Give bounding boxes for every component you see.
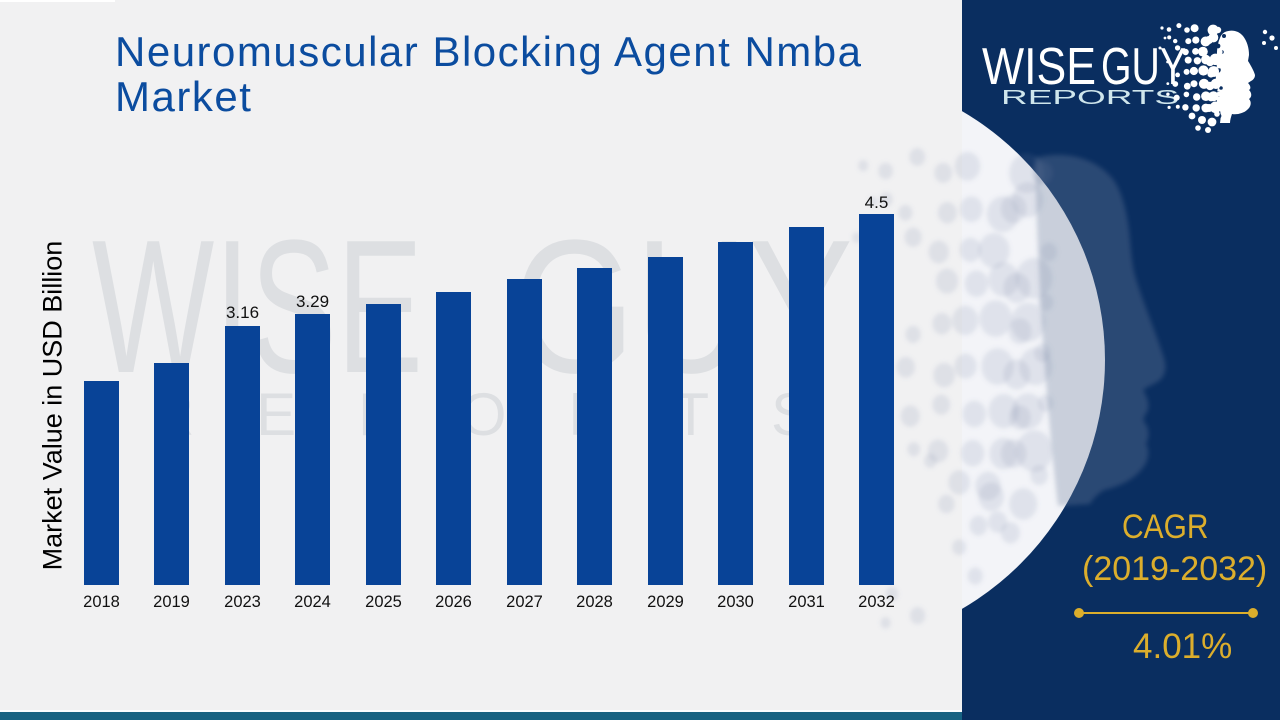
svg-text:REPORTS: REPORTS <box>1001 87 1179 109</box>
svg-text:GUY: GUY <box>1101 38 1186 96</box>
svg-text:WISE: WISE <box>982 38 1096 96</box>
svg-text:REPORTS: REPORTS <box>151 381 811 448</box>
